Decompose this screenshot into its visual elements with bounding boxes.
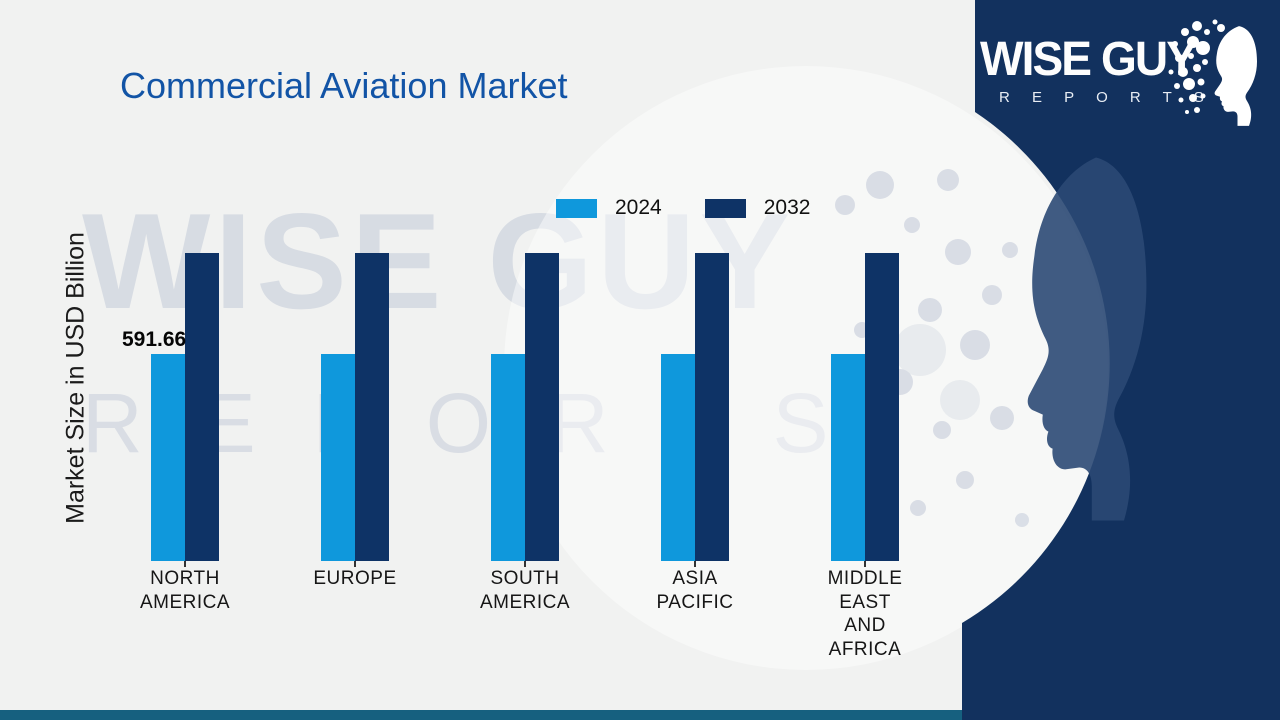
x-axis-tick-north-america (184, 561, 186, 567)
legend-label-2032: 2032 (763, 196, 811, 219)
gray-dots-pattern (835, 169, 1029, 527)
bar-2032-europe (355, 253, 389, 561)
bar-2024-asia-pacific (661, 354, 695, 561)
light-circle-shape (504, 66, 1108, 670)
bar-2024-north-america (151, 354, 185, 561)
logo-wordmark: WISE GUY (980, 33, 1197, 86)
x-axis-tick-asia-pacific (694, 561, 696, 567)
x-axis-tick-europe (354, 561, 356, 567)
logo-reports-text: R E P O R T S (999, 89, 1213, 106)
legend-item-2032: 2032 (704, 196, 811, 220)
bar-2024-south-america (491, 354, 525, 561)
bottom-strip-under (0, 710, 1280, 720)
category-label-middle-east-and-africa: MIDDLE EAST AND AFRICA (827, 568, 903, 660)
legend-swatch-2024 (556, 198, 597, 218)
chart-legend: 2024 2032 (556, 196, 810, 220)
bar-2032-north-america (185, 253, 219, 561)
bar-2024-europe (321, 354, 355, 561)
category-label-europe: EUROPE (313, 568, 397, 589)
category-label-asia-pacific: ASIA PACIFIC (656, 568, 734, 613)
legend-label-2024: 2024 (615, 196, 662, 219)
x-axis-tick-south-america (524, 561, 526, 567)
bar-2024-middle-east-and-africa (831, 354, 865, 561)
watermark-wordmark: WISE GUY (82, 185, 795, 337)
value-label-north-america-2024: 591.66 (122, 328, 187, 351)
bar-2032-middle-east-and-africa (865, 253, 899, 561)
bar-2032-asia-pacific (695, 253, 729, 561)
logo-dots-pattern (1168, 19, 1225, 114)
legend-item-2024: 2024 (556, 196, 662, 220)
ghost-face-silhouette (1027, 157, 1147, 521)
background-watermark: WISE GUY REPORTS (82, 193, 942, 465)
watermark-reports: REPORTS (82, 376, 886, 470)
category-label-north-america: NORTH AMERICA (139, 568, 231, 613)
logo-face-silhouette (1214, 26, 1257, 126)
legend-swatch-2032 (704, 198, 746, 218)
page-title: Commercial Aviation Market (120, 65, 568, 107)
logo-head-icon (1168, 19, 1257, 126)
category-label-south-america: SOUTH AMERICA (479, 568, 571, 613)
y-axis-label: Market Size in USD Billion (61, 232, 90, 524)
bar-2032-south-america (525, 253, 559, 561)
x-axis-tick-middle-east-and-africa (864, 561, 866, 567)
